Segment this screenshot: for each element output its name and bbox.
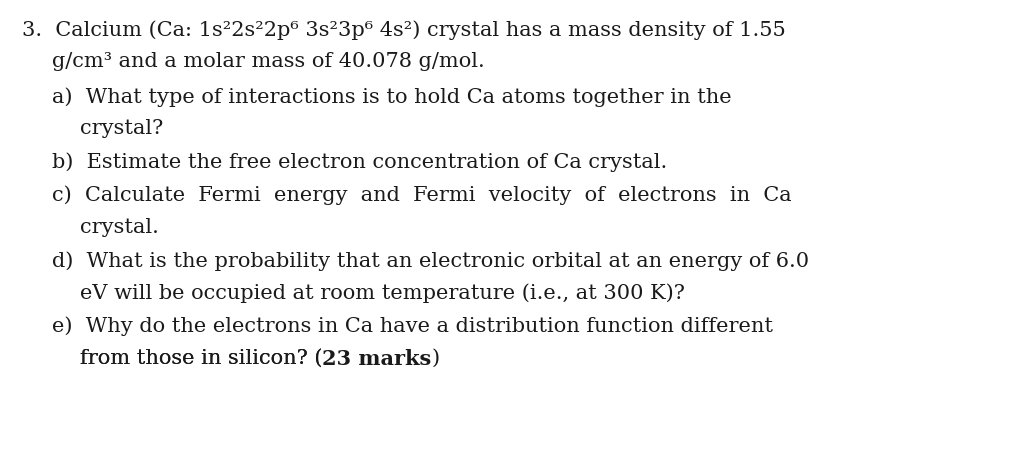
Text: a)  What type of interactions is to hold Ca atoms together in the: a) What type of interactions is to hold … [52, 87, 731, 107]
Text: c)  Calculate  Fermi  energy  and  Fermi  velocity  of  electrons  in  Ca: c) Calculate Fermi energy and Fermi velo… [52, 185, 792, 205]
Text: from those in silicon? (: from those in silicon? ( [80, 349, 323, 368]
Text: 23 marks: 23 marks [323, 349, 432, 369]
Text: d)  What is the probability that an electronic orbital at an energy of 6.0: d) What is the probability that an elect… [52, 251, 809, 271]
Text: crystal?: crystal? [80, 119, 163, 138]
Text: 3.  Calcium (Ca: 1s²2s²2p⁶ 3s²3p⁶ 4s²) crystal has a mass density of 1.55: 3. Calcium (Ca: 1s²2s²2p⁶ 3s²3p⁶ 4s²) cr… [22, 20, 785, 40]
Text: from those in silicon? (: from those in silicon? ( [80, 349, 323, 368]
Text: g/cm³ and a molar mass of 40.078 g/mol.: g/cm³ and a molar mass of 40.078 g/mol. [52, 52, 484, 71]
Text: ): ) [432, 349, 440, 368]
Text: b)  Estimate the free electron concentration of Ca crystal.: b) Estimate the free electron concentrat… [52, 152, 668, 172]
Text: crystal.: crystal. [80, 218, 159, 237]
Text: e)  Why do the electrons in Ca have a distribution function different: e) Why do the electrons in Ca have a dis… [52, 316, 773, 336]
Text: eV will be occupied at room temperature (i.e., at 300 K)?: eV will be occupied at room temperature … [80, 283, 685, 303]
